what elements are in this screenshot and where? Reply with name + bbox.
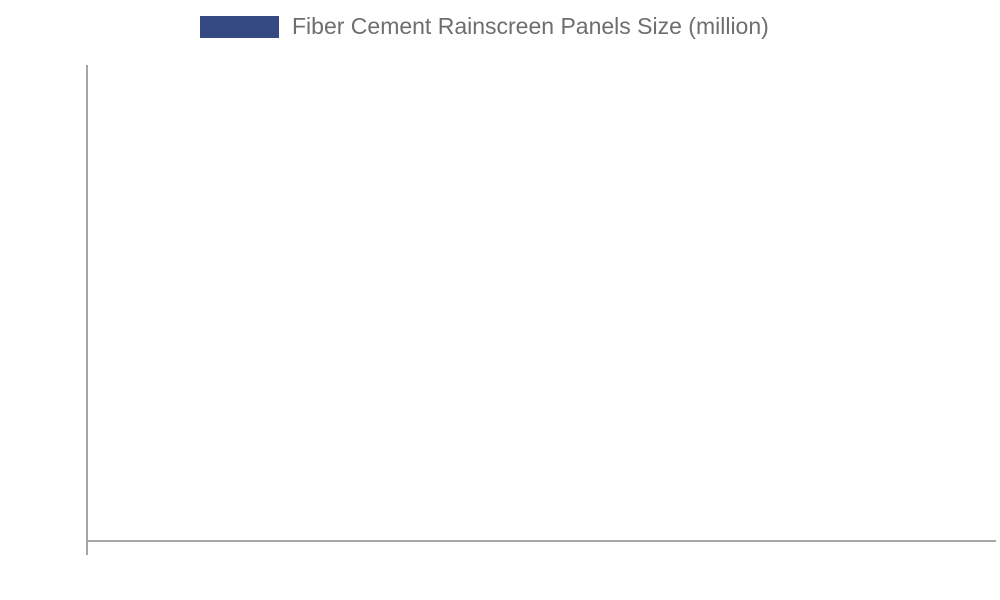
legend[interactable]: Fiber Cement Rainscreen Panels Size (mil…	[200, 13, 769, 40]
legend-swatch	[200, 15, 279, 38]
y-axis-line	[86, 65, 88, 555]
legend-label: Fiber Cement Rainscreen Panels Size (mil…	[292, 13, 769, 39]
x-axis-line	[86, 540, 996, 542]
plot-area	[88, 65, 994, 540]
